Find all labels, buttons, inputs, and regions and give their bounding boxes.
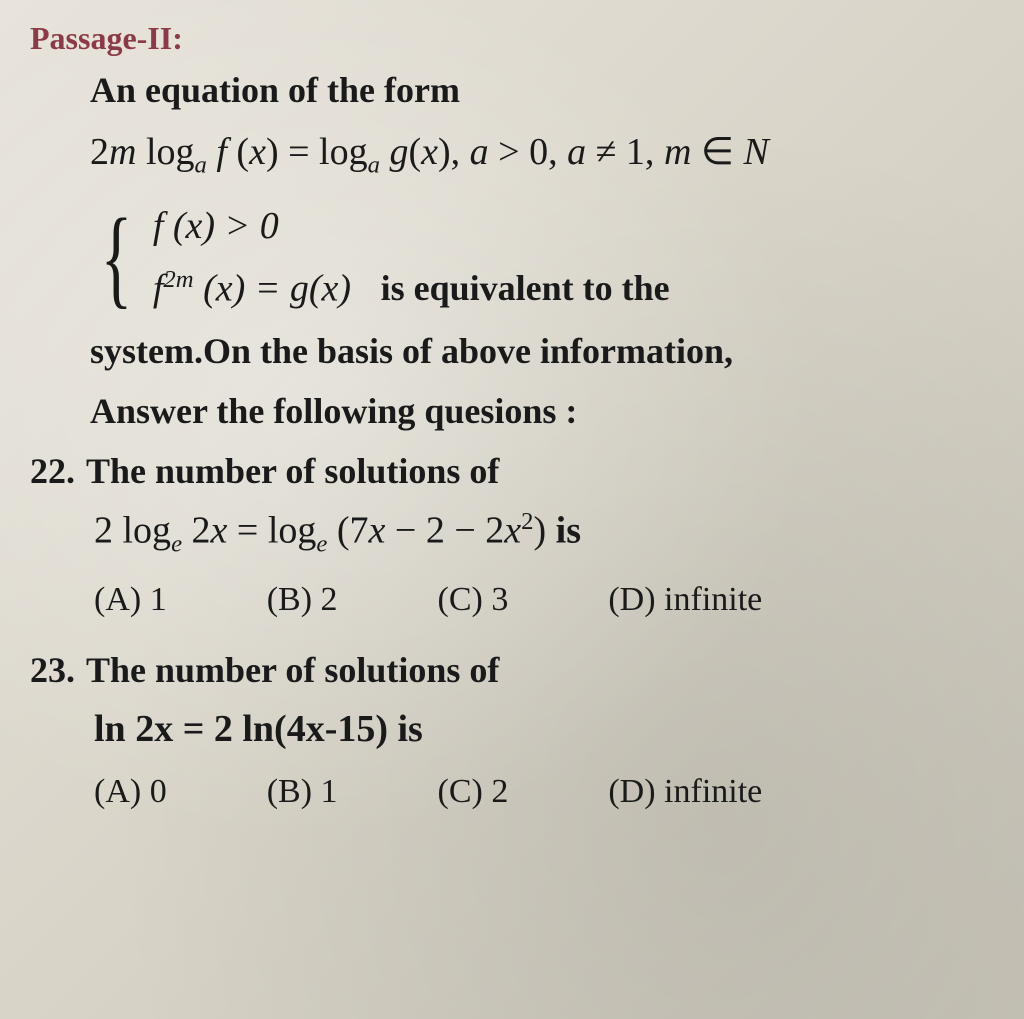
brace-system: { f (x) > 0 f2m (x) = g(x) is equivalent… [90, 204, 994, 311]
option-22-a[interactable]: (A) 1 [94, 581, 167, 619]
brace-condition-2: f2m (x) = g(x) is equivalent to the [153, 266, 670, 311]
question-22: 22. The number of solutions of [30, 450, 994, 492]
question-22-options: (A) 1 (B) 2 (C) 3 (D) infinite [94, 581, 994, 619]
question-23-num: 23. [30, 649, 86, 691]
option-23-b[interactable]: (B) 1 [267, 773, 338, 811]
passage-intro: An equation of the form [90, 69, 994, 111]
option-23-c[interactable]: (C) 2 [438, 773, 509, 811]
question-23-equation: ln 2x = 2 ln(4x-15) is [94, 707, 994, 751]
option-22-b[interactable]: (B) 2 [267, 581, 338, 619]
option-23-a[interactable]: (A) 0 [94, 773, 167, 811]
main-equation: 2m loga f (x) = loga g(x), a > 0, a ≠ 1,… [90, 129, 994, 180]
question-23-text: The number of solutions of [86, 649, 499, 691]
left-brace-icon: { [101, 213, 133, 301]
question-22-text: The number of solutions of [86, 450, 499, 492]
question-22-equation: 2 loge 2x = loge (7x − 2 − 2x2) is [94, 508, 994, 558]
brace-aside: is equivalent to the [381, 268, 670, 308]
question-22-num: 22. [30, 450, 86, 492]
brace-condition-1: f (x) > 0 [153, 204, 670, 248]
option-23-d[interactable]: (D) infinite [608, 773, 762, 811]
system-line-2: Answer the following quesions : [90, 390, 994, 432]
option-22-c[interactable]: (C) 3 [438, 581, 509, 619]
passage-header: Passage-II: [30, 20, 994, 57]
option-22-d[interactable]: (D) infinite [608, 581, 762, 619]
question-23: 23. The number of solutions of [30, 649, 994, 691]
system-line-1: system.On the basis of above information… [90, 330, 994, 372]
question-23-options: (A) 0 (B) 1 (C) 2 (D) infinite [94, 773, 994, 811]
